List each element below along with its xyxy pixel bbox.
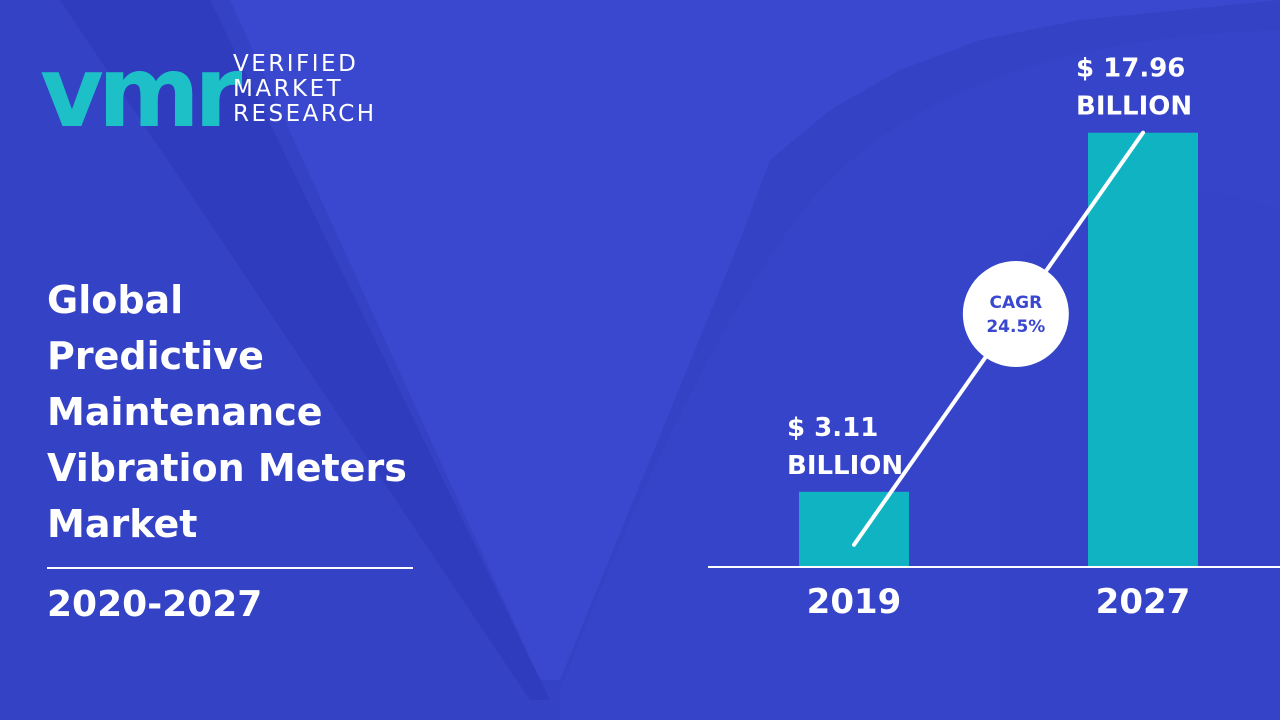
value-label-2019-unit: BILLION <box>787 451 903 481</box>
cagr-value: 24.5% <box>986 317 1045 337</box>
title-line-1: Global <box>47 278 184 322</box>
bar-2027 <box>1088 132 1198 567</box>
category-label-2019: 2019 <box>807 582 902 622</box>
value-label-2027-unit: BILLION <box>1076 92 1192 122</box>
brand-name: VERIFIED MARKET RESEARCH <box>233 52 377 127</box>
forecast-period: 2020-2027 <box>47 584 263 625</box>
cagr-label: CAGR <box>989 293 1042 313</box>
brand-line-1: VERIFIED <box>233 51 359 77</box>
logo-letters: vmr <box>40 48 243 133</box>
title-line-2: Predictive <box>47 334 264 378</box>
title-divider <box>47 567 413 569</box>
title-line-3: Maintenance <box>47 390 323 434</box>
report-title: Global Predictive Maintenance Vibration … <box>47 272 487 552</box>
category-label-2027: 2027 <box>1096 582 1191 622</box>
brand-line-2: MARKET <box>233 76 344 102</box>
title-line-4: Vibration Meters <box>47 446 407 490</box>
cagr-badge <box>962 261 1069 368</box>
vmr-logo: vmr <box>40 48 249 133</box>
bar-2019 <box>799 491 909 567</box>
value-label-2027-amount: $ 17.96 <box>1076 54 1185 84</box>
brand-line-3: RESEARCH <box>233 101 377 127</box>
title-line-5: Market <box>47 502 198 546</box>
value-label-2019-amount: $ 3.11 <box>787 413 878 443</box>
